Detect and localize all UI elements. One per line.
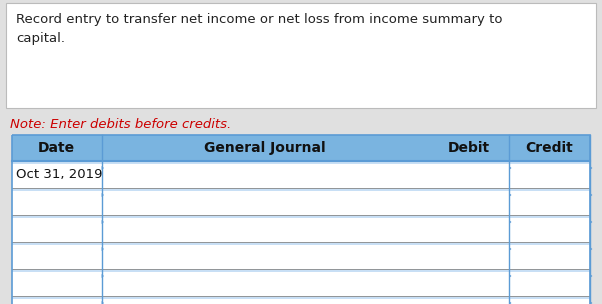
Polygon shape — [102, 220, 104, 224]
Bar — [6, 3, 596, 108]
Bar — [12, 215, 590, 218]
Polygon shape — [590, 247, 592, 251]
Polygon shape — [509, 193, 512, 197]
Bar — [12, 161, 590, 188]
Polygon shape — [509, 247, 512, 251]
Text: Credit: Credit — [526, 141, 574, 155]
Text: Oct 31, 2019: Oct 31, 2019 — [16, 168, 102, 181]
Bar — [12, 188, 590, 215]
Bar — [12, 161, 590, 164]
Bar — [12, 242, 590, 245]
Bar — [12, 215, 590, 242]
Polygon shape — [590, 274, 592, 278]
Polygon shape — [590, 220, 592, 224]
Polygon shape — [590, 301, 592, 304]
Bar — [12, 242, 590, 269]
Polygon shape — [102, 166, 104, 170]
Text: Record entry to transfer net income or net loss from income summary to
capital.: Record entry to transfer net income or n… — [16, 13, 503, 45]
Bar — [12, 188, 590, 191]
Bar — [12, 269, 590, 272]
Polygon shape — [102, 274, 104, 278]
Polygon shape — [102, 193, 104, 197]
Text: Note: Enter debits before credits.: Note: Enter debits before credits. — [10, 118, 231, 131]
Polygon shape — [509, 301, 512, 304]
Polygon shape — [590, 193, 592, 197]
Bar — [12, 269, 590, 296]
Text: Debit: Debit — [447, 141, 489, 155]
Text: Date: Date — [39, 141, 75, 155]
Bar — [12, 296, 590, 304]
Bar — [12, 296, 590, 299]
Bar — [12, 135, 590, 304]
Polygon shape — [102, 247, 104, 251]
Polygon shape — [102, 301, 104, 304]
Polygon shape — [509, 220, 512, 224]
Polygon shape — [509, 166, 512, 170]
Text: General Journal: General Journal — [204, 141, 326, 155]
Bar — [12, 135, 590, 161]
Polygon shape — [590, 166, 592, 170]
Polygon shape — [509, 274, 512, 278]
